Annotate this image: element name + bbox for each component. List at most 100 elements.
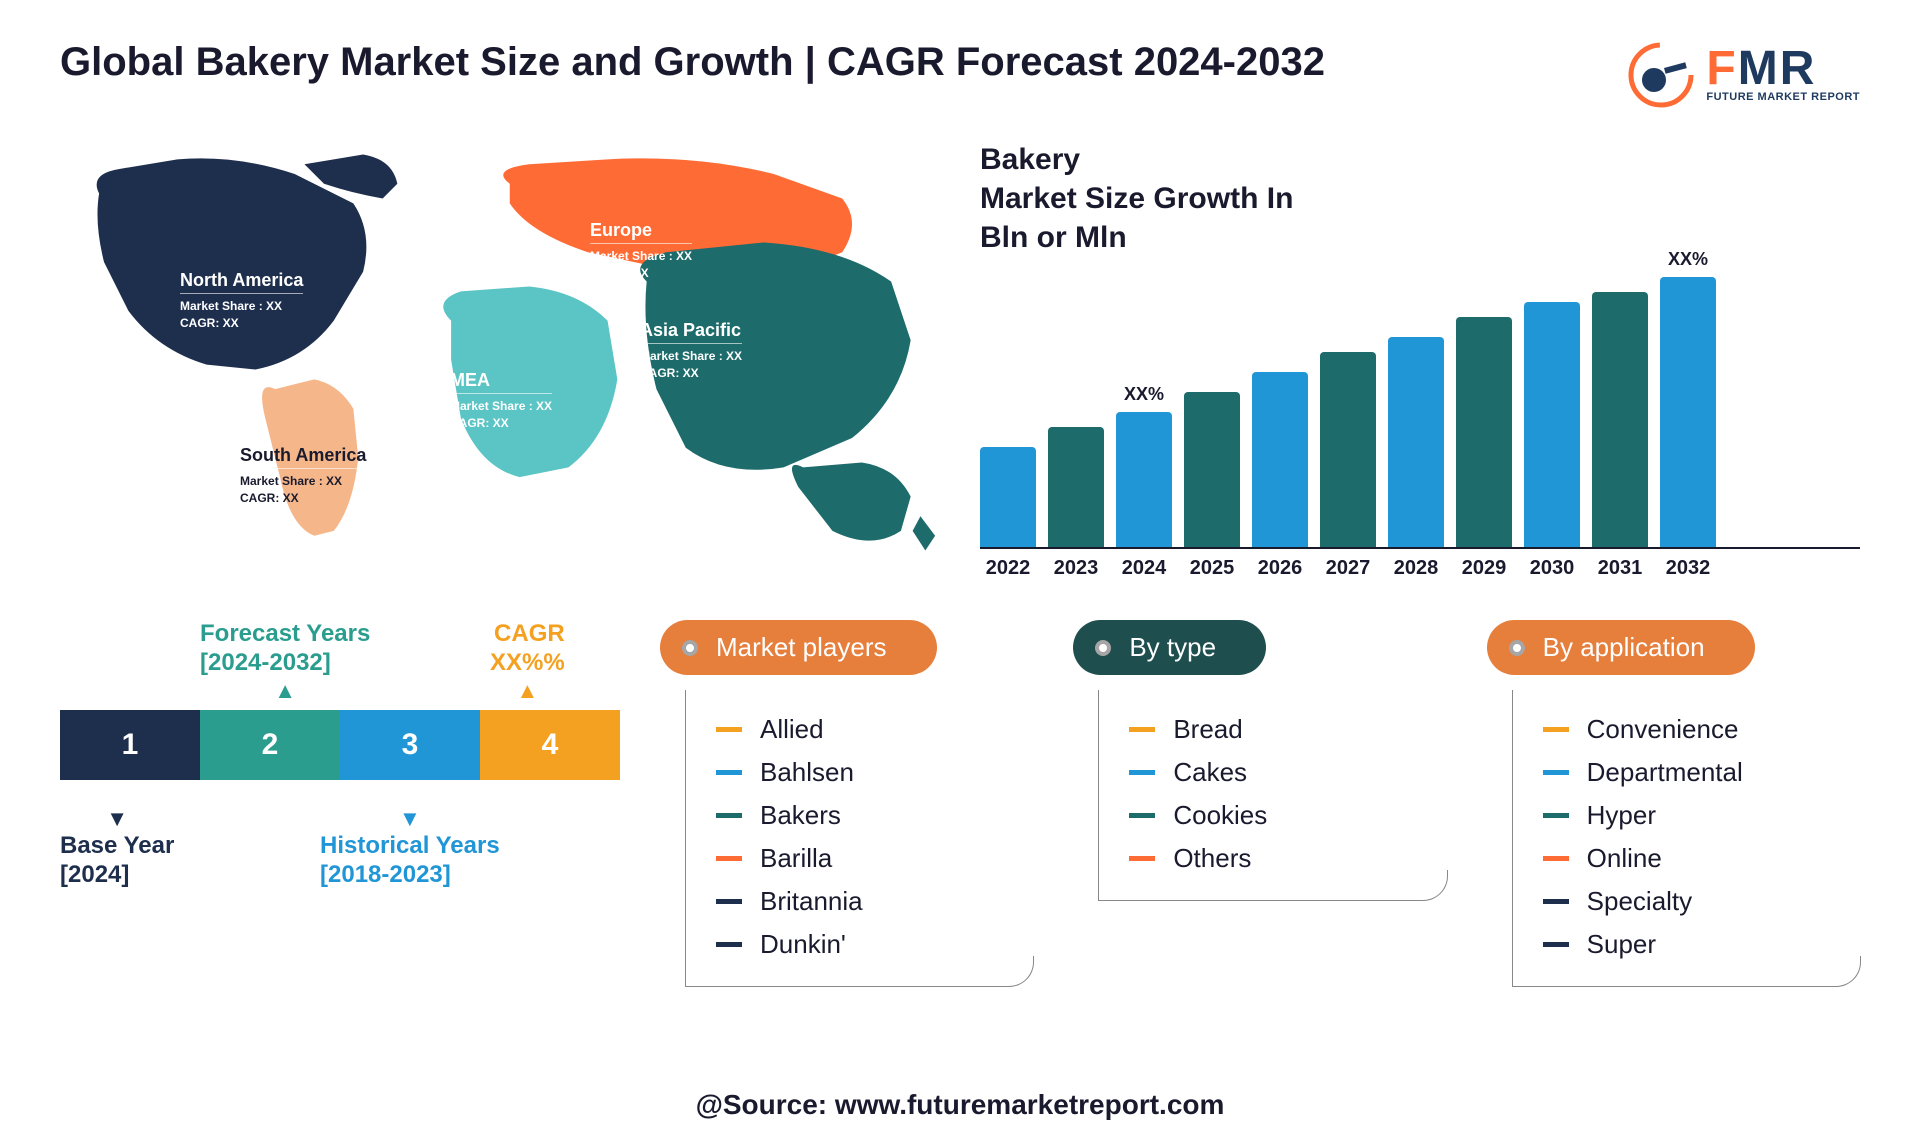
- chart-title-l3: Bln or Mln: [980, 221, 1127, 254]
- dash-icon: [1543, 899, 1569, 904]
- bar-rect-2022: [980, 447, 1036, 547]
- list-item-text: Online: [1587, 843, 1662, 874]
- dash-icon: [1129, 813, 1155, 818]
- list-item-text: Cookies: [1173, 800, 1267, 831]
- list-item: Allied: [716, 708, 1003, 751]
- bar-year-2031: 2031: [1592, 557, 1648, 580]
- fmr-logo-text: FMR FUTURE MARKET REPORT: [1706, 47, 1860, 102]
- bar-rect-2023: [1048, 427, 1104, 547]
- bar-year-2023: 2023: [1048, 557, 1104, 580]
- dash-icon: [716, 856, 742, 861]
- list-item-text: Barilla: [760, 843, 832, 874]
- region-asia-pacific: [640, 242, 911, 540]
- category-list: Bread Cakes Cookies Others: [1098, 690, 1446, 901]
- chart-title-l2: Market Size Growth In: [980, 182, 1293, 215]
- list-item: Online: [1543, 837, 1830, 880]
- dash-icon: [716, 727, 742, 732]
- fmr-logo-icon: [1626, 40, 1696, 110]
- list-item: Bakers: [716, 794, 1003, 837]
- timeline-seg-1: 1: [60, 710, 200, 780]
- bar-rect-2027: [1320, 352, 1376, 547]
- categories-section: Market players Allied Bahlsen Bakers Bar…: [660, 620, 1860, 987]
- pill-title: Market players: [716, 632, 887, 663]
- pill-dot-icon: [682, 640, 698, 656]
- list-item-text: Bakers: [760, 800, 841, 831]
- bar-year-2032: 2032: [1660, 557, 1716, 580]
- category-pill: By application: [1487, 620, 1755, 675]
- list-item-text: Others: [1173, 843, 1251, 874]
- list-item-text: Super: [1587, 929, 1656, 960]
- bar-years-row: 2022202320242025202620272028202920302031…: [980, 549, 1860, 580]
- region-north-america: [97, 154, 398, 369]
- bar-2031: [1592, 292, 1648, 547]
- world-map-svg: [60, 140, 940, 560]
- category-col-1: By type Bread Cakes Cookies Others: [1073, 620, 1446, 987]
- dash-icon: [716, 813, 742, 818]
- dash-icon: [1543, 727, 1569, 732]
- map-label-south_america: South America Market Share : XX CAGR: XX: [240, 445, 366, 507]
- pill-dot-icon: [1509, 640, 1525, 656]
- bar-2024: XX%: [1116, 412, 1172, 547]
- bar-2028: [1388, 337, 1444, 547]
- timeline-label-cagr: CAGR XX%% ▲: [490, 620, 565, 704]
- list-item: Specialty: [1543, 880, 1830, 923]
- list-item: Convenience: [1543, 708, 1830, 751]
- page-title: Global Bakery Market Size and Growth | C…: [60, 40, 1325, 85]
- list-item-text: Hyper: [1587, 800, 1656, 831]
- list-item: Britannia: [716, 880, 1003, 923]
- map-label-asia_pacific: Asia Pacific Market Share : XX CAGR: XX: [640, 320, 742, 382]
- logo-subtitle: FUTURE MARKET REPORT: [1706, 91, 1860, 103]
- list-item: Super: [1543, 923, 1830, 966]
- bars-container: XX% XX%: [980, 267, 1860, 547]
- bar-year-2028: 2028: [1388, 557, 1444, 580]
- list-item-text: Specialty: [1587, 886, 1693, 917]
- category-list: Allied Bahlsen Bakers Barilla Britannia …: [685, 690, 1033, 987]
- bar-2027: [1320, 352, 1376, 547]
- list-item-text: Allied: [760, 714, 824, 745]
- bar-rect-2032: [1660, 277, 1716, 547]
- list-item: Cakes: [1129, 751, 1416, 794]
- bar-2030: [1524, 302, 1580, 547]
- fmr-logo: FMR FUTURE MARKET REPORT: [1626, 40, 1860, 110]
- timeline-label-base: ▼ Base Year [2024]: [60, 806, 174, 890]
- bar-rect-2025: [1184, 392, 1240, 547]
- bar-top-label-2032: XX%: [1668, 249, 1708, 270]
- category-pill: By type: [1073, 620, 1266, 675]
- bar-year-2024: 2024: [1116, 557, 1172, 580]
- dash-icon: [716, 770, 742, 775]
- pill-title: By type: [1129, 632, 1216, 663]
- region-nz: [913, 516, 935, 550]
- dash-icon: [1543, 942, 1569, 947]
- bar-year-2025: 2025: [1184, 557, 1240, 580]
- bar-rect-2030: [1524, 302, 1580, 547]
- bar-2025: [1184, 392, 1240, 547]
- category-col-0: Market players Allied Bahlsen Bakers Bar…: [660, 620, 1033, 987]
- dash-icon: [1129, 770, 1155, 775]
- pill-title: By application: [1543, 632, 1705, 663]
- logo-letters-mr: MR: [1738, 42, 1817, 95]
- bar-year-2027: 2027: [1320, 557, 1376, 580]
- timeline-seg-3: 3: [340, 710, 480, 780]
- list-item-text: Britannia: [760, 886, 863, 917]
- list-item: Bahlsen: [716, 751, 1003, 794]
- bar-rect-2024: [1116, 412, 1172, 547]
- list-item-text: Bahlsen: [760, 757, 854, 788]
- upper-section: North America Market Share : XX CAGR: XX…: [60, 140, 1860, 580]
- dash-icon: [1543, 856, 1569, 861]
- list-item-text: Cakes: [1173, 757, 1247, 788]
- map-label-mea: MEA Market Share : XX CAGR: XX: [450, 370, 552, 432]
- bar-rect-2029: [1456, 317, 1512, 547]
- bar-2022: [980, 447, 1036, 547]
- dash-icon: [1543, 813, 1569, 818]
- timeline-section: Forecast Years [2024-2032] ▲ CAGR XX%% ▲…: [60, 620, 620, 890]
- bar-top-label-2024: XX%: [1124, 384, 1164, 405]
- dash-icon: [1129, 727, 1155, 732]
- map-label-north_america: North America Market Share : XX CAGR: XX: [180, 270, 303, 332]
- bar-2026: [1252, 372, 1308, 547]
- bar-rect-2031: [1592, 292, 1648, 547]
- list-item-text: Dunkin': [760, 929, 846, 960]
- logo-letter-f: F: [1706, 42, 1737, 95]
- list-item-text: Bread: [1173, 714, 1242, 745]
- chart-title: Bakery Market Size Growth In Bln or Mln: [980, 140, 1860, 257]
- lower-section: Forecast Years [2024-2032] ▲ CAGR XX%% ▲…: [60, 620, 1860, 987]
